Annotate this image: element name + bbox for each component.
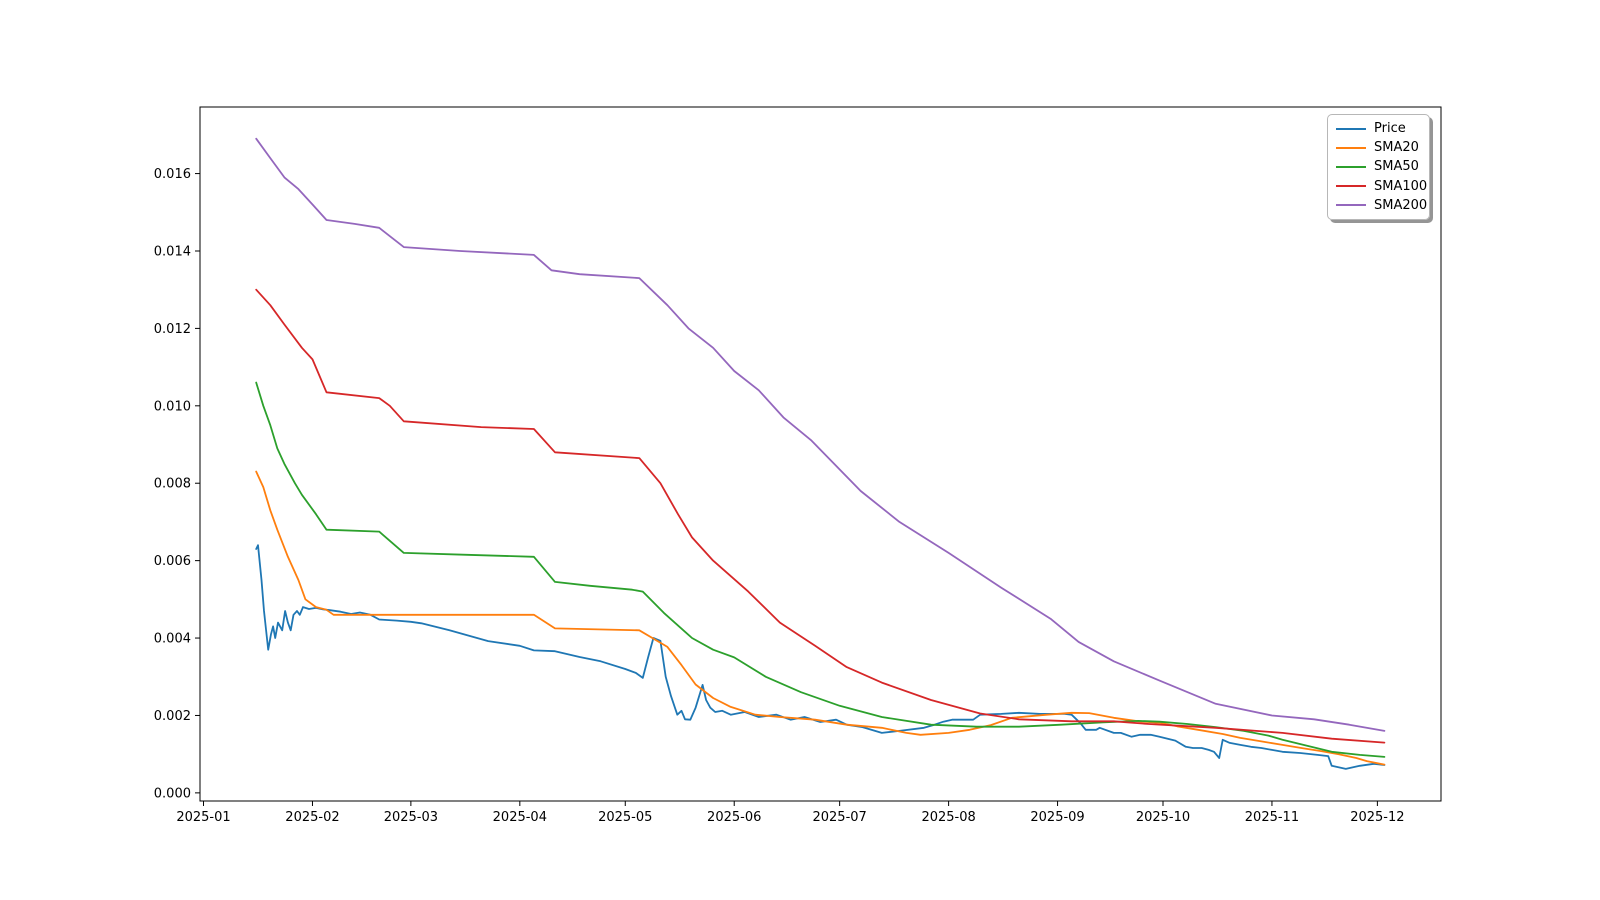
legend-item-sma20: SMA20 [1336,139,1421,157]
legend-item-sma200: SMA200 [1336,196,1427,214]
legend-item-sma100: SMA100 [1336,177,1427,195]
legend-line-sma100-icon [1336,185,1366,188]
x-tick-label: 2025-07 [812,810,866,825]
x-tick-label: 2025-11 [1245,810,1299,825]
series-line-price [255,544,1386,770]
x-tick-label: 2025-09 [1030,810,1084,825]
series-line-sma200 [255,137,1386,732]
x-tick-label: 2025-02 [285,810,339,825]
x-tick-label: 2025-01 [176,810,230,825]
legend-label-sma100: SMA100 [1374,178,1428,194]
legend-line-sma20-icon [1336,146,1366,149]
x-tick-label: 2025-12 [1350,810,1404,825]
y-tick-label: 0.004 [154,632,191,647]
legend-line-sma50-icon [1336,165,1366,168]
legend-item-price: Price [1336,120,1421,138]
y-tick-label: 0.012 [154,322,191,337]
x-tick-label: 2025-10 [1136,810,1190,825]
y-tick-label: 0.006 [154,554,191,569]
series-line-sma20 [255,470,1386,766]
legend: Price SMA20 SMA50 SMA100 SMA200 [1327,114,1430,220]
x-tick-label: 2025-04 [493,810,547,825]
legend-label-sma200: SMA200 [1374,197,1428,213]
series-line-sma100 [255,288,1386,744]
legend-line-sma200-icon [1336,204,1366,207]
legend-label-sma50: SMA50 [1374,159,1419,175]
legend-line-price-icon [1336,127,1366,130]
x-tick-label: 2025-06 [707,810,761,825]
y-tick-label: 0.008 [154,477,191,492]
x-tick-label: 2025-08 [921,810,975,825]
y-tick-label: 0.010 [154,399,191,414]
legend-label-price: Price [1374,121,1406,137]
y-tick-label: 0.014 [154,244,191,259]
x-tick-label: 2025-05 [598,810,652,825]
plot-border [199,106,1442,802]
legend-label-sma20: SMA20 [1374,140,1419,156]
legend-item-sma50: SMA50 [1336,158,1421,176]
y-tick-label: 0.000 [154,786,191,801]
x-tick-label: 2025-03 [384,810,438,825]
y-tick-label: 0.016 [154,167,191,182]
y-tick-label: 0.002 [154,709,191,724]
